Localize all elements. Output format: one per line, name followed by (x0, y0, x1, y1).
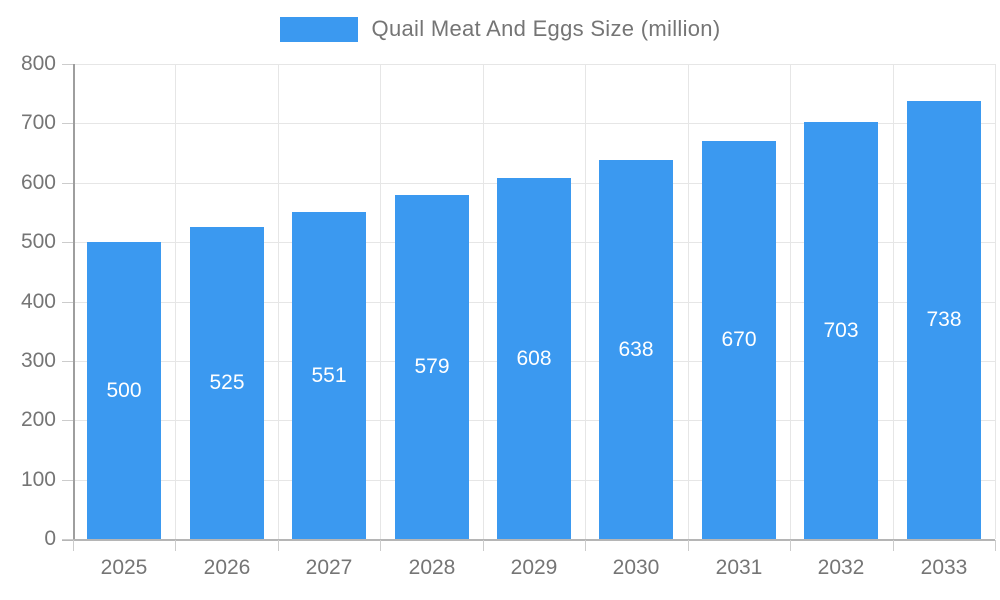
x-axis-tick (995, 540, 996, 551)
legend-label[interactable]: Quail Meat And Eggs Size (million) (371, 16, 721, 41)
x-axis-label-2026: 2026 (203, 556, 251, 579)
bar-value-label: 703 (823, 318, 859, 342)
bar-2025[interactable]: 500 (87, 242, 161, 539)
v-gridline (483, 64, 484, 539)
bar-2030[interactable]: 638 (599, 160, 673, 539)
y-axis-line (73, 64, 75, 540)
x-axis-label-2025: 2025 (100, 556, 148, 579)
x-axis-tick (585, 540, 586, 551)
bar-value-label: 670 (721, 328, 757, 351)
v-gridline (893, 64, 894, 539)
bar-value-label: 738 (926, 308, 962, 331)
bar-2026[interactable]: 525 (190, 227, 264, 539)
v-gridline (175, 64, 176, 539)
y-axis-label: 100 (20, 468, 56, 491)
bar-2031[interactable]: 670 (702, 141, 776, 539)
y-axis-tick (62, 420, 73, 421)
v-gridline (585, 64, 586, 539)
x-axis-tick (688, 540, 689, 551)
x-axis-tick (893, 540, 894, 551)
y-axis-label: 500 (20, 230, 56, 253)
y-axis-label: 200 (20, 408, 56, 431)
chart-legend: Quail Meat And Eggs Size (million) (0, 16, 1000, 42)
x-axis-label-2031: 2031 (715, 556, 763, 579)
bar-2028[interactable]: 579 (395, 195, 469, 539)
y-axis-tick (62, 539, 73, 540)
y-axis-label: 400 (20, 290, 56, 313)
y-axis-tick (62, 183, 73, 184)
y-axis-tick (62, 242, 73, 243)
y-axis-label: 0 (44, 527, 56, 550)
y-axis-label: 700 (20, 111, 56, 134)
x-axis-label-2027: 2027 (305, 556, 353, 579)
legend-swatch[interactable] (279, 16, 358, 42)
y-axis-tick (62, 480, 73, 481)
bar-value-label: 551 (311, 363, 347, 387)
y-axis-tick (62, 302, 73, 303)
x-axis-tick (73, 540, 74, 551)
x-axis-label-2028: 2028 (408, 556, 456, 579)
y-axis-tick (62, 123, 73, 124)
y-axis-label: 300 (20, 349, 56, 372)
bar-value-label: 525 (209, 371, 245, 394)
h-gridline (73, 123, 995, 125)
x-axis-line (62, 539, 995, 541)
plot-area: 500 525 551 579 608 638 670 703 738 (73, 64, 996, 539)
bar-value-label: 608 (516, 346, 552, 370)
x-axis-label-2033: 2033 (920, 556, 968, 579)
h-gridline (73, 64, 995, 65)
x-axis-tick (278, 540, 279, 551)
bar-2027[interactable]: 551 (292, 212, 366, 539)
v-gridline (790, 64, 791, 539)
x-axis-label-2030: 2030 (612, 556, 660, 579)
bar-2032[interactable]: 703 (804, 122, 878, 539)
x-axis-tick (175, 540, 176, 551)
v-gridline (688, 64, 689, 539)
y-axis-tick (62, 64, 73, 65)
bar-value-label: 500 (106, 378, 142, 402)
x-axis-label-2029: 2029 (510, 556, 558, 579)
bar-2033[interactable]: 738 (907, 101, 981, 539)
x-axis-tick (380, 540, 381, 551)
bar-value-label: 579 (414, 355, 450, 378)
y-axis-label: 600 (20, 171, 56, 194)
bar-value-label: 638 (618, 337, 654, 361)
y-axis-tick (62, 361, 73, 362)
v-gridline (278, 64, 279, 539)
x-axis-label-2032: 2032 (817, 556, 865, 579)
y-axis-label: 800 (20, 52, 56, 75)
x-axis-tick (483, 540, 484, 551)
v-gridline (380, 64, 381, 539)
x-axis-tick (790, 540, 791, 551)
v-gridline (995, 64, 996, 539)
bar-2029[interactable]: 608 (497, 178, 571, 539)
